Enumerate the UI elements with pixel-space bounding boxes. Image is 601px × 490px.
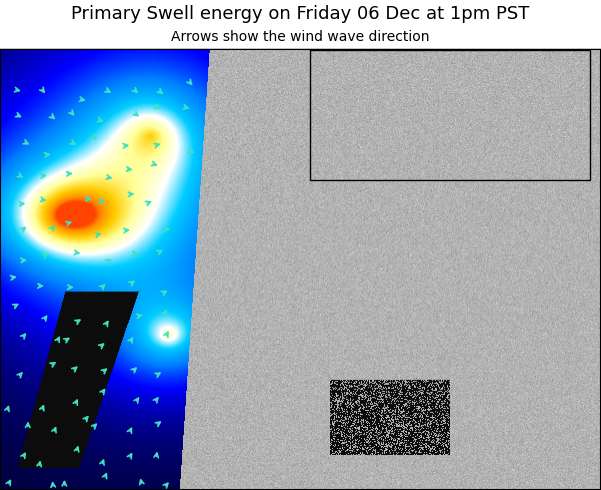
Text: Primary Swell energy on Friday 06 Dec at 1pm PST: Primary Swell energy on Friday 06 Dec at… xyxy=(72,5,529,23)
Bar xyxy=(310,50,590,180)
Text: Arrows show the wind wave direction: Arrows show the wind wave direction xyxy=(171,30,430,44)
